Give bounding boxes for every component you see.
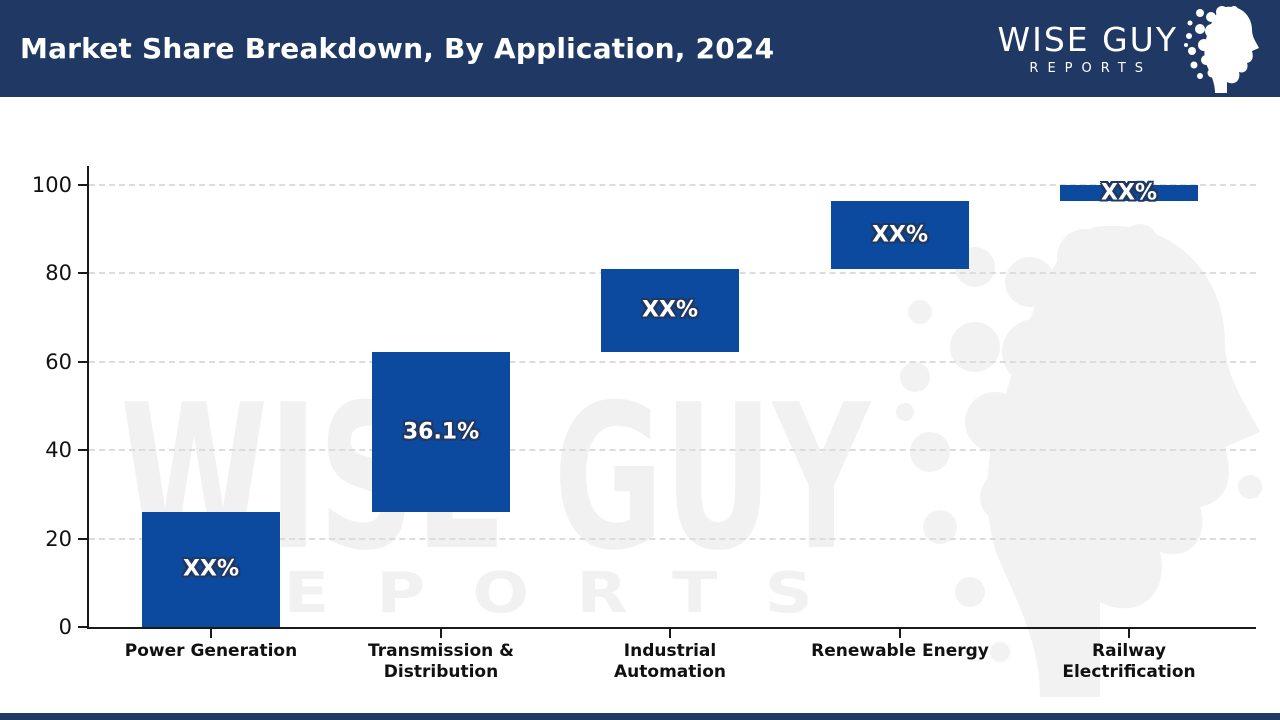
gridline-40	[89, 449, 1256, 452]
x-tick-power-generation	[210, 629, 212, 638]
y-tick-label-80: 80	[45, 261, 72, 286]
x-tick-railway-electrification	[1128, 629, 1130, 638]
bar-industrial-automation	[601, 268, 739, 353]
y-tick-80	[78, 272, 87, 275]
x-tick-label-transmission-distribution: Transmission & Distribution	[321, 641, 561, 683]
bar-transmission-distribution	[372, 352, 510, 512]
y-tick-label-100: 100	[31, 173, 72, 197]
x-tick-label-line: Power Generation	[124, 641, 298, 661]
bar-label-renewable-energy: XX%	[872, 222, 928, 248]
y-tick-label-40: 40	[45, 438, 72, 463]
bar-label-transmission-distribution: 36.1%	[402, 419, 480, 445]
gridline-60	[89, 360, 1256, 363]
y-tick-40	[78, 449, 87, 452]
y-tick-60	[78, 360, 87, 363]
bar-label-power-generation: XX%	[183, 556, 239, 582]
gridline-20	[89, 537, 1256, 540]
x-tick-label-railway-electrification: Railway Electrification	[1009, 641, 1249, 683]
gridline-100	[89, 184, 1256, 186]
x-tick-label-line: Transmission &	[368, 641, 514, 661]
x-tick-label-line: Distribution	[383, 662, 499, 682]
x-tick-label-power-generation: Power Generation	[91, 641, 331, 662]
y-tick-0	[78, 626, 87, 628]
brand-head-icon	[1184, 5, 1259, 93]
brand-logo: WISE GUY REPORTS	[997, 3, 1266, 95]
bar-railway-electrification	[1060, 185, 1198, 202]
y-tick-label-20: 20	[45, 526, 72, 551]
x-tick-label-line: Electrification	[1062, 662, 1196, 682]
page-title: Market Share Breakdown, By Application, …	[20, 32, 775, 65]
x-tick-label-line: Industrial	[623, 641, 717, 661]
bar-label-industrial-automation: XX%	[642, 297, 698, 323]
header: Market Share Breakdown, By Application, …	[0, 0, 1280, 97]
plot-area: 0 20 40 60 80 100 XX% Power Generation 36.1% Tran…	[0, 97, 1280, 713]
x-tick-transmission-distribution	[440, 629, 442, 638]
y-tick-label-60: 60	[45, 349, 72, 374]
chart-area: WISE GUY REPORTS 0 20 40 60 80 100 XX% Power Ge…	[0, 97, 1280, 713]
bar-renewable-energy	[831, 201, 969, 269]
brand-subtitle: REPORTS	[1029, 60, 1153, 76]
x-tick-label-line: Railway	[1092, 641, 1166, 661]
bar-power-generation	[142, 511, 280, 627]
y-tick-20	[78, 537, 87, 540]
x-tick-label-line: Renewable Energy	[811, 641, 989, 661]
x-tick-label-renewable-energy: Renewable Energy	[780, 641, 1020, 662]
brand-name: WISE GUY	[997, 19, 1178, 59]
x-tick-renewable-energy	[899, 629, 901, 638]
x-tick-label-line: Automation	[614, 662, 726, 682]
y-axis-line	[87, 166, 89, 629]
x-axis-line	[87, 627, 1256, 629]
y-tick-100	[78, 184, 87, 186]
bar-label-railway-electrification: XX%	[1101, 180, 1157, 206]
footer-bar	[0, 713, 1280, 720]
x-tick-label-industrial-automation: Industrial Automation	[550, 641, 790, 683]
y-tick-label-0: 0	[58, 615, 72, 639]
x-tick-industrial-automation	[669, 629, 671, 638]
brand-logo-text: WISE GUY REPORTS	[997, 23, 1178, 75]
